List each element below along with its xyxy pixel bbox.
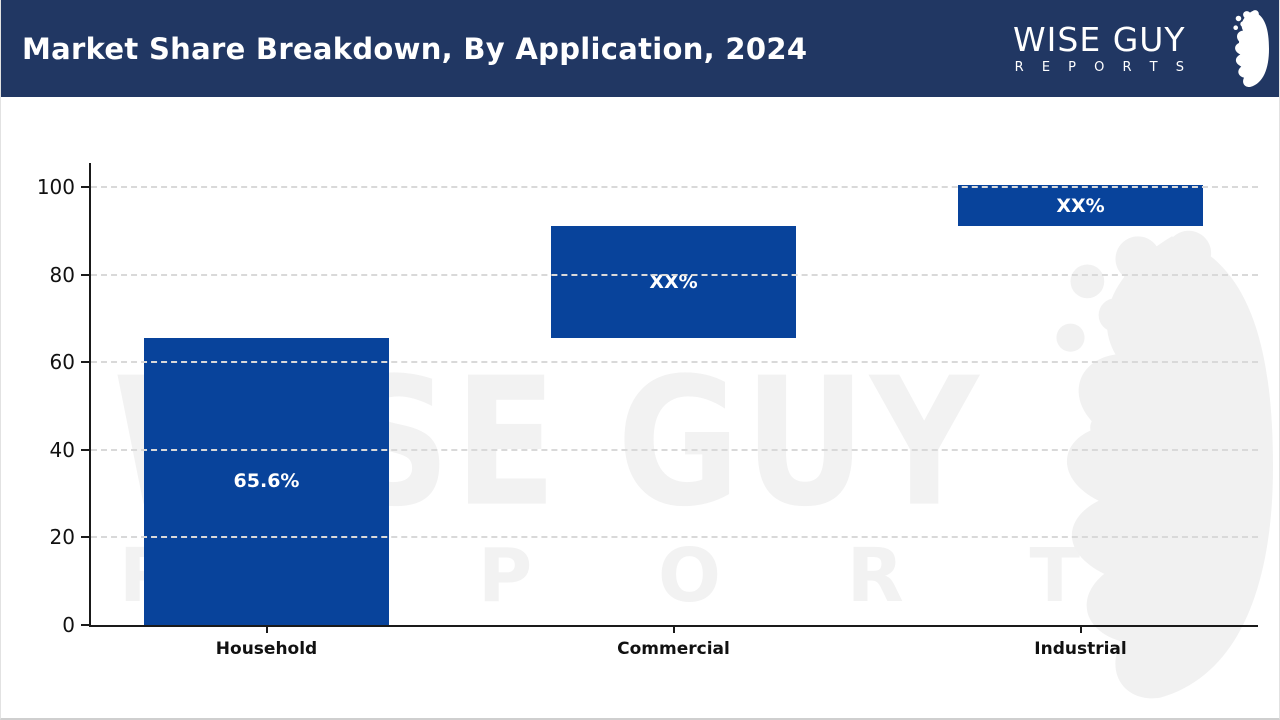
background-watermark: WISE GUY R E P O R T S <box>1 97 1279 718</box>
y-axis-tick <box>81 624 89 626</box>
x-axis-category-label: Industrial <box>1034 639 1127 659</box>
x-axis-tick <box>672 625 675 633</box>
watermark-dotted-face <box>1056 230 1273 699</box>
chart-bar: XX% <box>958 185 1203 227</box>
y-gridline <box>91 186 1258 189</box>
header-bar: Market Share Breakdown, By Application, … <box>1 0 1279 97</box>
chart-bar: 65.6% <box>144 337 389 625</box>
dotted-face-icon <box>1233 9 1269 87</box>
logo-text: WISE GUY R E P O R T S <box>1008 23 1191 74</box>
y-axis-tick <box>81 273 89 276</box>
logo-subtitle: R E P O R T S <box>1014 60 1191 75</box>
y-axis-tick-label: 0 <box>62 613 75 637</box>
bar-value-label: XX% <box>1056 194 1105 217</box>
x-axis-tick <box>265 625 268 633</box>
bar-value-label: 65.6% <box>233 470 300 493</box>
chart-bar: XX% <box>551 226 796 338</box>
y-axis-tick-label: 60 <box>49 350 75 375</box>
y-axis-tick <box>81 361 89 364</box>
y-axis-tick-label: 20 <box>49 525 75 550</box>
x-axis-tick <box>1079 625 1082 633</box>
logo-wordmark: WISE GUY <box>1013 20 1186 59</box>
y-gridline <box>91 361 1258 364</box>
y-gridline <box>91 448 1258 451</box>
y-axis-tick <box>81 536 89 539</box>
wise-guy-reports-logo: WISE GUY R E P O R T S <box>1008 8 1279 90</box>
x-axis-category-label: Commercial <box>617 639 730 659</box>
bar-value-label: XX% <box>649 271 698 294</box>
page-title: Market Share Breakdown, By Application, … <box>22 31 808 66</box>
y-axis-tick-label: 40 <box>49 437 75 462</box>
y-axis-tick <box>81 448 89 451</box>
x-axis-category-label: Household <box>215 639 318 659</box>
y-gridline <box>91 536 1258 539</box>
y-axis-tick <box>81 186 89 189</box>
y-axis-tick-label: 80 <box>49 262 75 287</box>
y-axis-tick-label: 100 <box>36 175 75 200</box>
y-gridline <box>91 273 1258 276</box>
chart-plot-area: 0 20 40 60 80 100 65.6% Household XX% Commercial X… <box>37 163 1258 659</box>
